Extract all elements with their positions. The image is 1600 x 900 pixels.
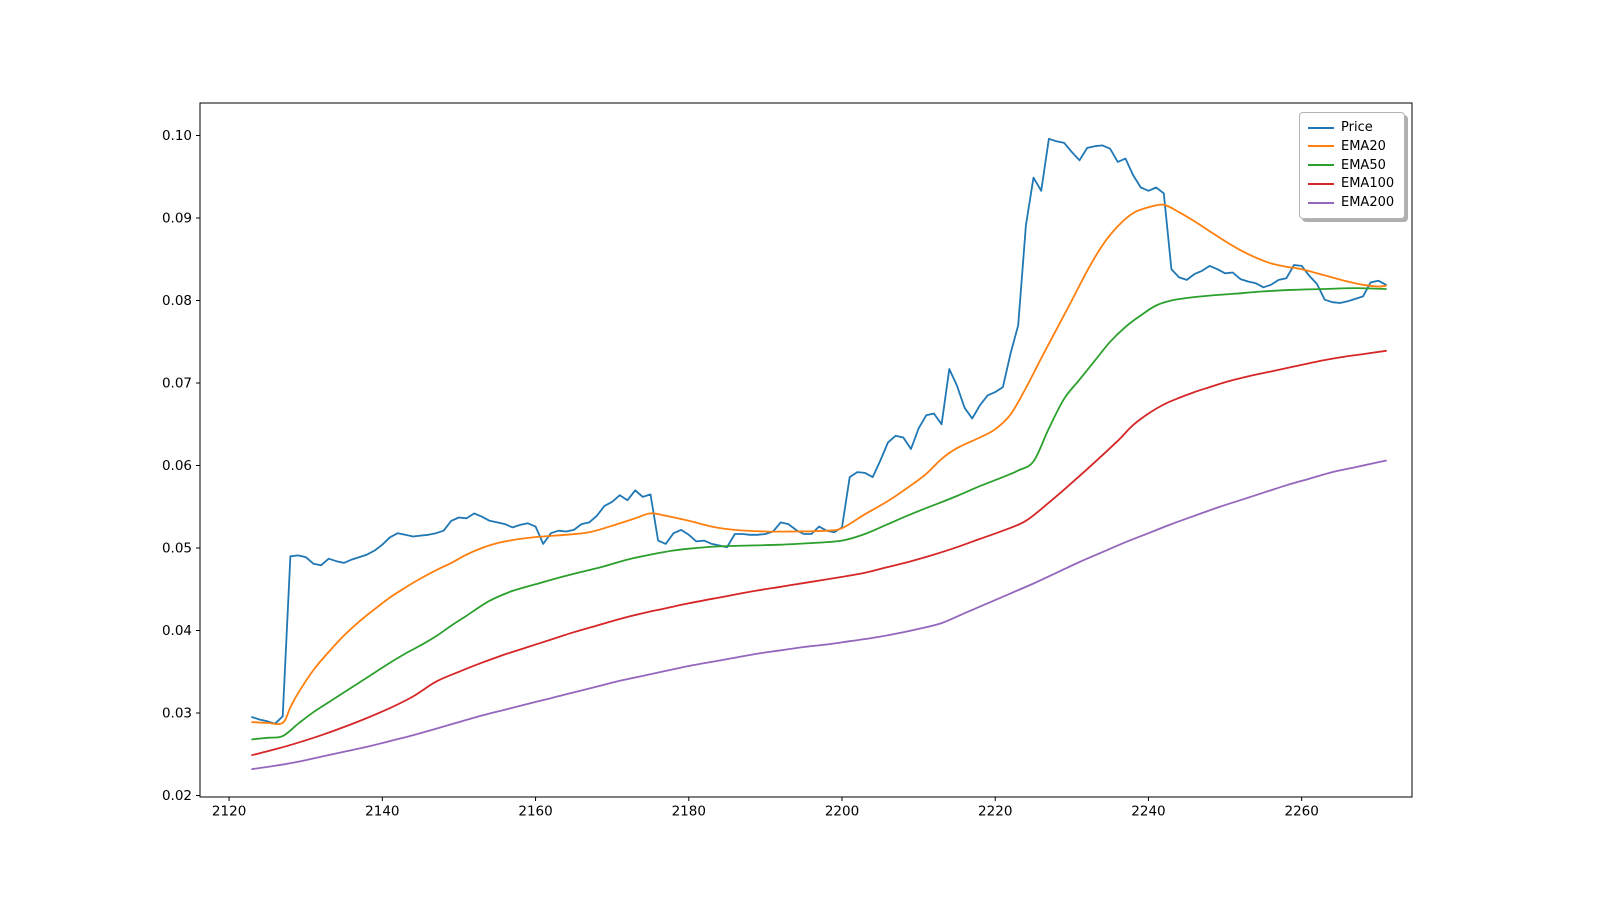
legend-item-ema50: EMA50 <box>1308 157 1396 174</box>
legend: Price EMA20 EMA50 EMA100 EMA200 <box>1299 112 1405 219</box>
x-tick-label: 2200 <box>825 804 859 820</box>
legend-label: EMA50 <box>1341 157 1386 173</box>
legend-line-sample <box>1308 164 1334 166</box>
x-tick-label: 2180 <box>672 804 706 820</box>
legend-line-sample <box>1308 145 1334 148</box>
y-tick-label: 0.02 <box>162 788 192 804</box>
legend-item-ema200: EMA200 <box>1308 194 1396 211</box>
legend-line-sample <box>1308 182 1334 185</box>
y-tick-label: 0.08 <box>162 293 192 309</box>
series-line-ema20 <box>251 203 1387 725</box>
series-line-ema50 <box>251 287 1387 741</box>
legend-line-sample <box>1308 126 1334 129</box>
legend-label: Price <box>1341 120 1373 135</box>
y-tick-label: 0.10 <box>162 128 192 144</box>
y-tick-label: 0.09 <box>162 211 192 227</box>
y-tick-label: 0.04 <box>162 623 192 639</box>
legend-line-sample <box>1308 201 1334 204</box>
series-line-price <box>251 137 1387 725</box>
x-tick-label: 2220 <box>978 804 1012 820</box>
legend-label: EMA200 <box>1341 195 1395 210</box>
series-line-ema200 <box>251 459 1387 770</box>
legend-item-ema100: EMA100 <box>1308 175 1396 192</box>
y-tick-label: 0.07 <box>162 376 192 392</box>
legend-item-ema20: EMA20 <box>1308 138 1396 155</box>
x-tick-label: 2140 <box>365 804 399 820</box>
x-tick-label: 2160 <box>518 804 552 820</box>
x-tick-label: 2260 <box>1284 804 1318 820</box>
plot-border <box>199 102 1413 798</box>
legend-label: EMA100 <box>1341 176 1395 192</box>
series-line-ema100 <box>251 349 1387 756</box>
y-tick-label: 0.05 <box>162 541 192 557</box>
legend-label: EMA20 <box>1341 138 1386 154</box>
x-tick-label: 2120 <box>212 804 246 820</box>
y-tick-label: 0.06 <box>162 458 192 474</box>
y-tick-label: 0.03 <box>162 706 192 722</box>
x-tick-label: 2240 <box>1131 804 1165 820</box>
legend-item-price: Price <box>1308 119 1396 136</box>
